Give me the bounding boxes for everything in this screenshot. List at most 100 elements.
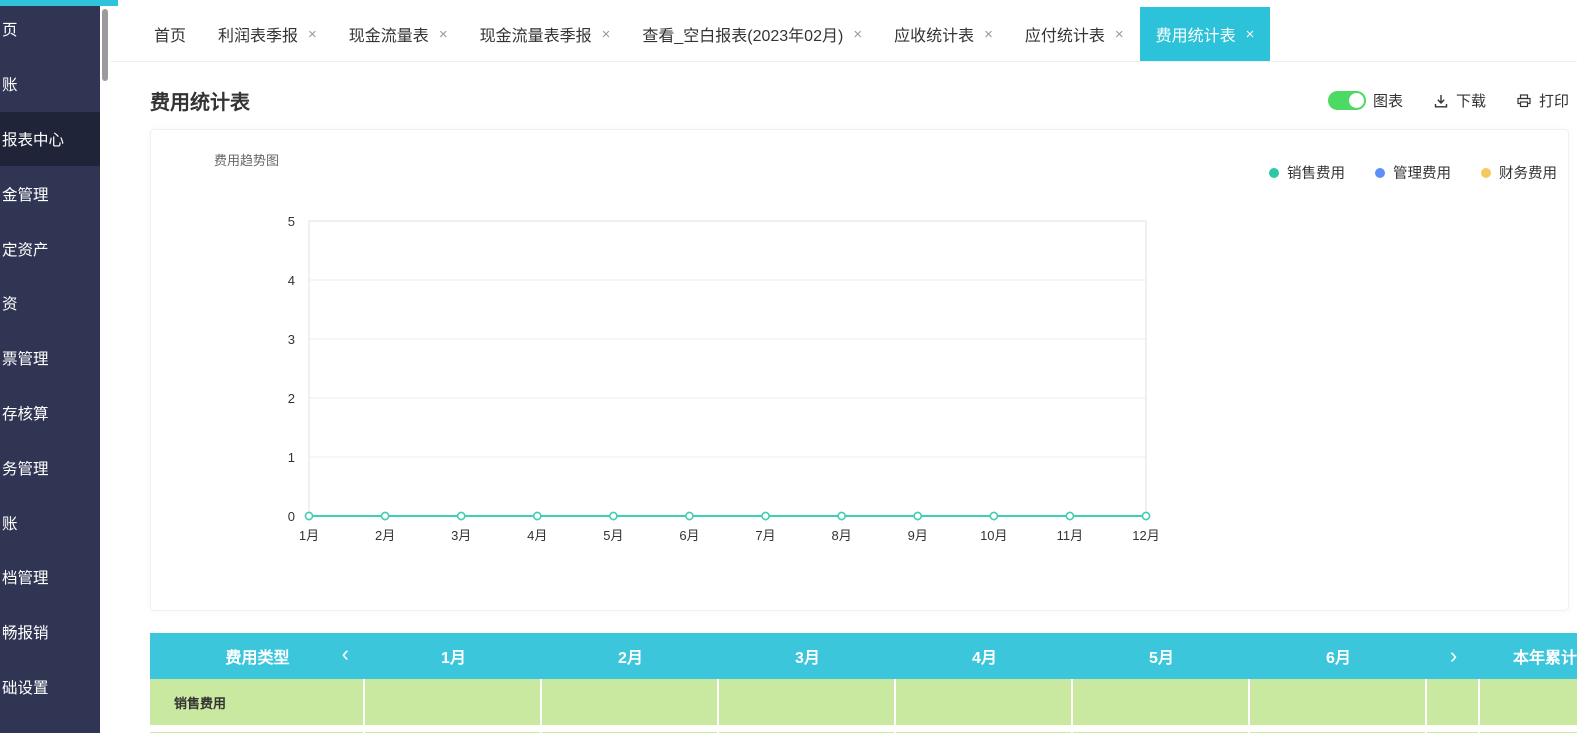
tab[interactable]: 利润表季报 × — [202, 7, 333, 61]
svg-text:4: 4 — [288, 273, 295, 288]
chart-toggle-switch[interactable] — [1327, 91, 1366, 110]
row-total-cell — [1480, 679, 1577, 725]
row-value-cell — [365, 679, 542, 725]
tab[interactable]: 现金流量表 × — [333, 7, 464, 61]
svg-text:3月: 3月 — [451, 528, 471, 543]
svg-text:11月: 11月 — [1057, 528, 1084, 543]
tab-close-icon[interactable]: × — [1114, 25, 1124, 43]
download-icon — [1434, 94, 1448, 107]
sidebar-item[interactable]: 账 — [2, 77, 18, 95]
row-value-cell — [719, 679, 896, 725]
legend-label: 管理费用 — [1393, 166, 1451, 182]
chart-toggle-label: 图表 — [1372, 93, 1403, 110]
print-label: 打印 — [1538, 93, 1569, 110]
sidebar-item[interactable]: 存核算 — [2, 405, 49, 423]
sidebar-item[interactable]: 础设置 — [2, 679, 49, 697]
svg-text:1月: 1月 — [299, 528, 319, 543]
sidebar-item[interactable]: 金管理 — [2, 186, 49, 204]
svg-text:8月: 8月 — [832, 528, 852, 543]
prev-month-arrow[interactable]: ‹ — [341, 641, 349, 667]
legend-label: 销售费用 — [1287, 166, 1345, 182]
legend-dot-icon — [1269, 167, 1279, 178]
legend-label: 财务费用 — [1499, 166, 1557, 182]
print-button[interactable]: 打印 — [1516, 90, 1569, 111]
row-arrow-spacer-cell — [1427, 679, 1480, 725]
tab-label: 利润表季报 — [218, 28, 299, 45]
type-header-label: 费用类型 — [225, 650, 290, 667]
chart-legend: 销售费用 管理费用 财务费用 — [1269, 162, 1557, 183]
chart-card: 费用趋势图 销售费用 管理费用 财务费用 0 1 2 3 4 5 1月 2月 3月 4月 5月 6月 7月 8… — [150, 129, 1569, 611]
row-value-cell — [1073, 679, 1250, 725]
toggle-knob — [1348, 93, 1364, 108]
tab[interactable]: 应收统计表 × — [878, 7, 1009, 61]
table-row: 销售费用 — [150, 679, 1577, 725]
legend-item[interactable]: 销售费用 — [1269, 162, 1345, 183]
svg-text:10月: 10月 — [980, 528, 1007, 543]
sidebar-item[interactable]: 档管理 — [2, 570, 49, 588]
tab[interactable]: 现金流量表季报 × — [464, 7, 627, 61]
header-cell-month: 2月 — [618, 650, 643, 667]
sidebar-item[interactable]: 账 — [2, 515, 18, 533]
header-cell-month: 6月 — [1326, 650, 1351, 667]
scrollbar-thumb[interactable] — [102, 9, 108, 81]
sidebar-item[interactable]: 资 — [2, 296, 18, 314]
tabbar: 首页 利润表季报 × 现金流量表 × 现金流量表季报 × 查看_空白报表(2023年02月) ×… — [110, 0, 1577, 62]
row-value-cell — [896, 679, 1073, 725]
header-cell-month: 1月 — [441, 650, 466, 667]
svg-text:5月: 5月 — [603, 528, 623, 543]
page-title: 费用统计表 — [150, 92, 250, 114]
svg-text:1: 1 — [288, 450, 295, 465]
header-cell-month: 5月 — [1149, 650, 1174, 667]
fee-table-body: 销售费用 — [150, 679, 1577, 733]
svg-text:2: 2 — [288, 391, 295, 406]
sidebar-item[interactable]: 定资产 — [2, 241, 49, 259]
sidebar: 页账报表中心 金管理 定资产资票管理 存核算 务管理账档管理 畅报销 础设置 — [0, 0, 100, 733]
page-header: 费用统计表 图表 下载 打印 — [110, 62, 1577, 115]
main-area: 首页 利润表季报 × 现金流量表 × 现金流量表季报 × 查看_空白报表(2023年02月) ×… — [110, 0, 1577, 733]
legend-dot-icon — [1481, 167, 1491, 178]
print-icon — [1517, 93, 1531, 107]
tab-label: 应收统计表 — [894, 28, 975, 45]
tab[interactable]: 首页 — [138, 7, 202, 61]
top-accent-bar — [0, 0, 118, 6]
chart-title: 费用趋势图 — [214, 153, 280, 168]
fee-table-header: 费用类型 ‹ 1月 2月 3月 4月 5月 6月 › 本年累计 — [150, 633, 1577, 679]
tab[interactable]: 应付统计表 × — [1009, 7, 1140, 61]
svg-text:6月: 6月 — [679, 528, 699, 543]
tab-label: 查看_空白报表(2023年02月) — [642, 28, 844, 45]
legend-item[interactable]: 管理费用 — [1375, 162, 1451, 183]
sidebar-item[interactable]: 畅报销 — [2, 625, 49, 643]
svg-text:12月: 12月 — [1132, 528, 1159, 543]
sidebar-item[interactable]: 页 — [2, 22, 18, 40]
tab-close-icon[interactable]: × — [984, 25, 993, 43]
tab-label: 现金流量表季报 — [479, 28, 592, 45]
next-month-arrow[interactable]: › — [1449, 643, 1458, 668]
tab-label: 现金流量表 — [348, 28, 429, 45]
chart-toggle-group: 图表 — [1327, 90, 1403, 111]
sidebar-item[interactable]: 务管理 — [2, 460, 49, 478]
fee-table: 费用类型 ‹ 1月 2月 3月 4月 5月 6月 › 本年累计 销售费用 — [150, 633, 1577, 733]
legend-dot-icon — [1375, 167, 1385, 178]
svg-text:3: 3 — [288, 332, 295, 347]
row-value-cell — [542, 679, 719, 725]
svg-text:7月: 7月 — [755, 528, 775, 543]
tab[interactable]: 查看_空白报表(2023年02月) × — [626, 7, 878, 61]
tab[interactable]: 费用统计表 × — [1139, 7, 1271, 61]
sidebar-item[interactable]: 报表中心 — [0, 111, 100, 167]
tab-close-icon[interactable]: × — [438, 25, 448, 43]
row-label-cell: 销售费用 — [150, 679, 365, 725]
sidebar-item[interactable]: 票管理 — [2, 351, 49, 369]
row-value-cell — [1250, 679, 1427, 725]
toolbar: 图表 下载 打印 — [1327, 90, 1569, 111]
tab-close-icon[interactable]: × — [853, 25, 863, 43]
svg-text:0: 0 — [288, 509, 295, 524]
sidebar-scrollbar[interactable] — [100, 0, 110, 733]
header-cell-month: 3月 — [795, 650, 820, 667]
legend-item[interactable]: 财务费用 — [1481, 162, 1557, 183]
download-button[interactable]: 下载 — [1433, 90, 1486, 111]
tab-close-icon[interactable]: × — [1245, 25, 1255, 43]
svg-text:2月: 2月 — [375, 528, 395, 543]
tab-close-icon[interactable]: × — [308, 25, 317, 43]
tab-close-icon[interactable]: × — [601, 25, 611, 43]
tab-label: 首页 — [154, 28, 187, 45]
